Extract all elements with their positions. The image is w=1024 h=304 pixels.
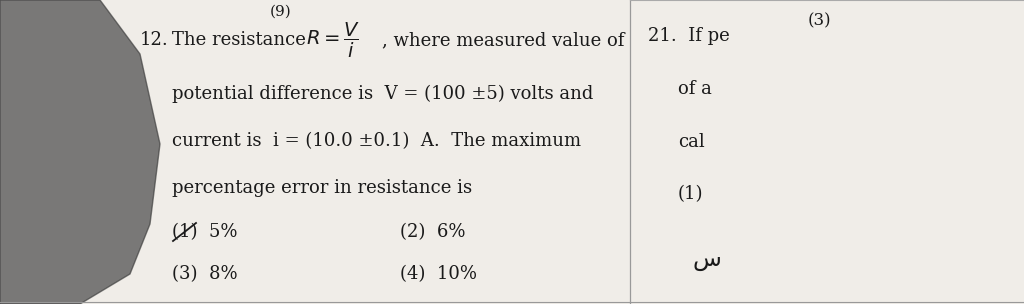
Text: $R = \dfrac{V}{i}$: $R = \dfrac{V}{i}$ — [306, 20, 360, 60]
Text: cal: cal — [678, 133, 705, 151]
Text: The resistance: The resistance — [172, 31, 311, 49]
Text: percentage error in resistance is: percentage error in resistance is — [172, 179, 472, 197]
Text: , where measured value of: , where measured value of — [382, 31, 625, 49]
Text: (3)  8%: (3) 8% — [172, 265, 238, 283]
Text: 21.  If pe: 21. If pe — [648, 27, 729, 45]
Polygon shape — [0, 0, 160, 304]
Text: (4)  10%: (4) 10% — [400, 265, 477, 283]
Text: (3): (3) — [808, 12, 831, 29]
Text: (1): (1) — [678, 185, 703, 203]
Text: (1)  5%: (1) 5% — [172, 223, 238, 241]
Text: (9): (9) — [270, 5, 292, 19]
Text: potential difference is  V = (100 ±5) volts and: potential difference is V = (100 ±5) vol… — [172, 85, 593, 103]
Text: of a: of a — [678, 80, 712, 98]
Text: current is  i = (10.0 ±0.1)  A.  The maximum: current is i = (10.0 ±0.1) A. The maximu… — [172, 132, 582, 150]
Text: (2)  6%: (2) 6% — [400, 223, 466, 241]
Text: س: س — [693, 247, 722, 271]
Text: 12.: 12. — [140, 31, 169, 49]
